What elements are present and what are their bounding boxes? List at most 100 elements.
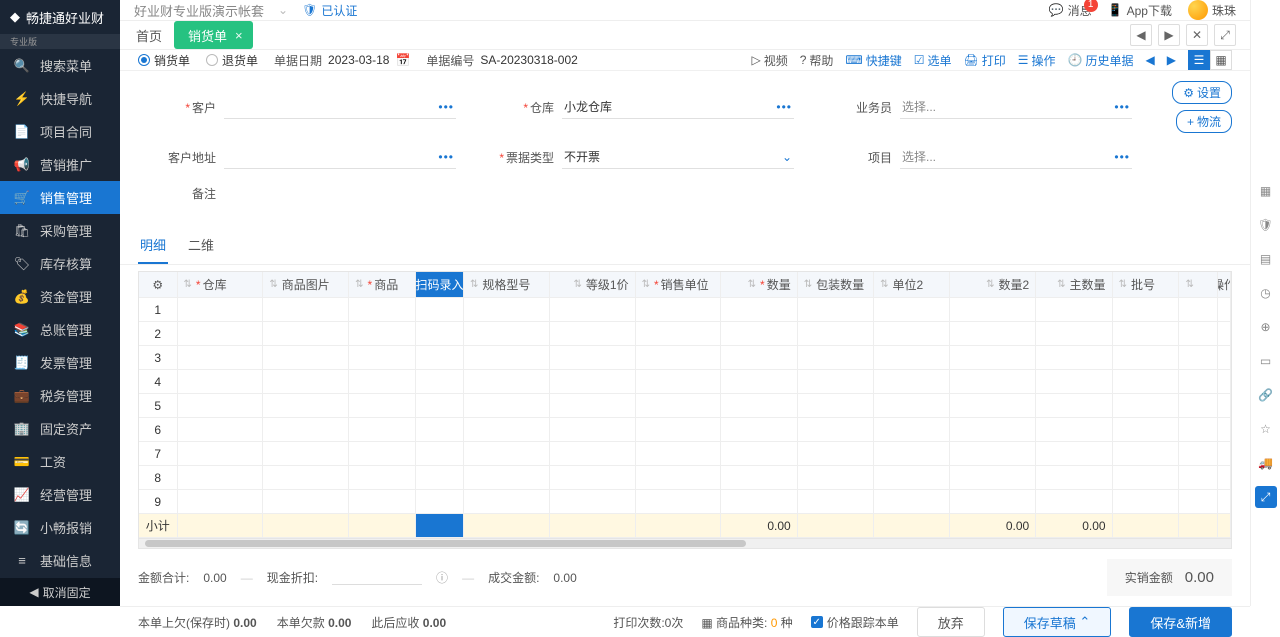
tab-qr[interactable]: 二维 — [186, 227, 216, 264]
shortcut-link[interactable]: ⌨快捷键 — [845, 52, 901, 69]
chevron-down-icon[interactable]: ⌄ — [782, 150, 792, 164]
tab-detail[interactable]: 明细 — [138, 227, 168, 264]
col-qty2[interactable]: ⇅数量2 — [950, 272, 1036, 297]
ops-link[interactable]: ☰操作 — [1018, 52, 1056, 69]
sidebar-item[interactable]: 📢营销推广 — [0, 148, 120, 181]
input-warehouse[interactable]: 小龙仓库••• — [562, 95, 794, 119]
doc-date[interactable]: 单据日期 2023-03-18 📅 — [274, 52, 410, 69]
delete-icon[interactable]: 🗑 — [1218, 423, 1220, 437]
sidebar-item[interactable]: 🏢固定资产 — [0, 412, 120, 445]
col-pack[interactable]: ⇅包装数量 — [798, 272, 874, 297]
rail-item[interactable]: ⊕ — [1255, 316, 1277, 338]
col-spec[interactable]: ⇅规格型号 — [464, 272, 550, 297]
lookup-icon[interactable]: ••• — [1114, 150, 1130, 164]
rail-item[interactable]: 🚚 — [1255, 452, 1277, 474]
delete-icon[interactable]: 🗑 — [1218, 399, 1220, 413]
help-link[interactable]: ?帮助 — [800, 52, 834, 69]
delete-icon[interactable]: 🗑 — [1218, 375, 1220, 389]
table-row[interactable]: 2🗑⎘ — [139, 322, 1231, 346]
sidebar-item[interactable]: 🏷库存核算 — [0, 247, 120, 280]
table-hscroll[interactable] — [138, 539, 1232, 549]
sidebar-item[interactable]: 💼税务管理 — [0, 379, 120, 412]
tab-next[interactable]: ▶ — [1158, 24, 1180, 46]
price-track-checkbox[interactable]: ✓价格跟踪本单 — [811, 614, 899, 631]
toolbar-next[interactable]: ▶ — [1167, 53, 1176, 67]
view-grid[interactable]: ▦ — [1210, 50, 1232, 70]
tab-active[interactable]: 销货单 × — [174, 21, 253, 49]
rail-item[interactable]: ▭ — [1255, 350, 1277, 372]
table-row[interactable]: 1🗑⎘ — [139, 298, 1231, 322]
close-icon[interactable]: × — [235, 28, 243, 43]
col-qty[interactable]: ⇅*数量 — [721, 272, 797, 297]
toolbar-prev[interactable]: ◀ — [1146, 53, 1155, 67]
input-project[interactable]: 选择...••• — [900, 145, 1132, 169]
rail-item[interactable]: ◷ — [1255, 282, 1277, 304]
lookup-icon[interactable]: ••• — [776, 100, 792, 114]
table-row[interactable]: 6🗑⎘ — [139, 418, 1231, 442]
tab-prev[interactable]: ◀ — [1130, 24, 1152, 46]
rail-item[interactable]: 🔗 — [1255, 384, 1277, 406]
sidebar-item[interactable]: 🛍采购管理 — [0, 214, 120, 247]
sidebar-item[interactable]: ⚡快捷导航 — [0, 82, 120, 115]
radio-return[interactable]: 退货单 — [206, 52, 258, 69]
lookup-icon[interactable]: ••• — [438, 150, 454, 164]
col-price[interactable]: ⇅等级1价 — [550, 272, 636, 297]
sidebar-item[interactable]: 🛒销售管理 — [0, 181, 120, 214]
discard-button[interactable]: 放弃 — [917, 607, 985, 637]
table-row[interactable]: 9🗑⎘ — [139, 490, 1231, 514]
cash-discount-input[interactable] — [332, 570, 422, 585]
history-link[interactable]: 🕘历史单据 — [1068, 52, 1134, 69]
scan-entry-button[interactable]: 扫码录入 — [416, 272, 464, 297]
delete-icon[interactable]: 🗑 — [1218, 471, 1220, 485]
col-image[interactable]: ⇅商品图片 — [263, 272, 349, 297]
messages-button[interactable]: 💬 消息 1 — [1049, 2, 1092, 19]
delete-icon[interactable]: 🗑 — [1218, 303, 1220, 317]
col-extra[interactable]: ⇅ — [1179, 272, 1218, 297]
radio-sale[interactable]: 销货单 — [138, 52, 190, 69]
workspace-selector[interactable]: 好业财专业版演示帐套 — [134, 1, 264, 20]
delete-icon[interactable]: 🗑 — [1218, 495, 1220, 509]
select-invoice[interactable]: 不开票⌄ — [562, 145, 794, 169]
rail-item[interactable]: 🛡 — [1255, 214, 1277, 236]
sidebar-item[interactable]: 🧾发票管理 — [0, 346, 120, 379]
sidebar-unpin[interactable]: ◀ 取消固定 — [0, 578, 120, 606]
chevron-down-icon[interactable]: ⌄ — [278, 3, 288, 17]
sidebar-item[interactable]: ≡基础信息 — [0, 544, 120, 577]
sidebar-item[interactable]: 💳工资 — [0, 445, 120, 478]
tab-fullscreen[interactable]: ⤢ — [1214, 24, 1236, 46]
settings-button[interactable]: ⚙设置 — [1172, 81, 1232, 104]
input-salesman[interactable]: 选择...••• — [900, 95, 1132, 119]
lookup-icon[interactable]: ••• — [1114, 100, 1130, 114]
col-product[interactable]: ⇅*商品 — [349, 272, 416, 297]
delete-icon[interactable]: 🗑 — [1218, 351, 1220, 365]
input-remark[interactable] — [224, 181, 499, 205]
table-row[interactable]: 5🗑⎘ — [139, 394, 1231, 418]
tab-home[interactable]: 首页 — [134, 22, 164, 49]
table-row[interactable]: 8🗑⎘ — [139, 466, 1231, 490]
table-row[interactable]: 4🗑⎘ — [139, 370, 1231, 394]
rail-item[interactable]: ☆ — [1255, 418, 1277, 440]
save-new-button[interactable]: 保存&新增 — [1129, 607, 1232, 637]
input-customer[interactable]: ••• — [224, 95, 456, 119]
sidebar-item[interactable]: 📄项目合同 — [0, 115, 120, 148]
rail-item[interactable]: ▤ — [1255, 248, 1277, 270]
col-warehouse[interactable]: ⇅*仓库 — [178, 272, 264, 297]
calendar-icon[interactable]: 📅 — [395, 53, 410, 67]
delete-icon[interactable]: 🗑 — [1218, 327, 1220, 341]
col-settings[interactable]: ⚙ — [139, 272, 178, 297]
app-download-button[interactable]: 📱 App下载 — [1108, 2, 1172, 19]
sidebar-item[interactable]: 🔍搜索菜单 — [0, 49, 120, 82]
table-row[interactable]: 3🗑⎘ — [139, 346, 1231, 370]
tab-close-all[interactable]: ✕ — [1186, 24, 1208, 46]
sidebar-item[interactable]: 🔄小畅报销 — [0, 511, 120, 544]
col-mqty[interactable]: ⇅主数量 — [1036, 272, 1112, 297]
col-unit[interactable]: ⇅*销售单位 — [636, 272, 722, 297]
video-link[interactable]: ▷视频 — [751, 52, 787, 69]
rail-item[interactable]: ▦ — [1255, 180, 1277, 202]
view-form[interactable]: ☰ — [1188, 50, 1210, 70]
col-unit2[interactable]: ⇅单位2 — [874, 272, 950, 297]
table-row[interactable]: 7🗑⎘ — [139, 442, 1231, 466]
user-menu[interactable]: 珠珠 — [1188, 0, 1236, 20]
sidebar-item[interactable]: 📈经营管理 — [0, 478, 120, 511]
col-batch[interactable]: ⇅批号 — [1113, 272, 1180, 297]
